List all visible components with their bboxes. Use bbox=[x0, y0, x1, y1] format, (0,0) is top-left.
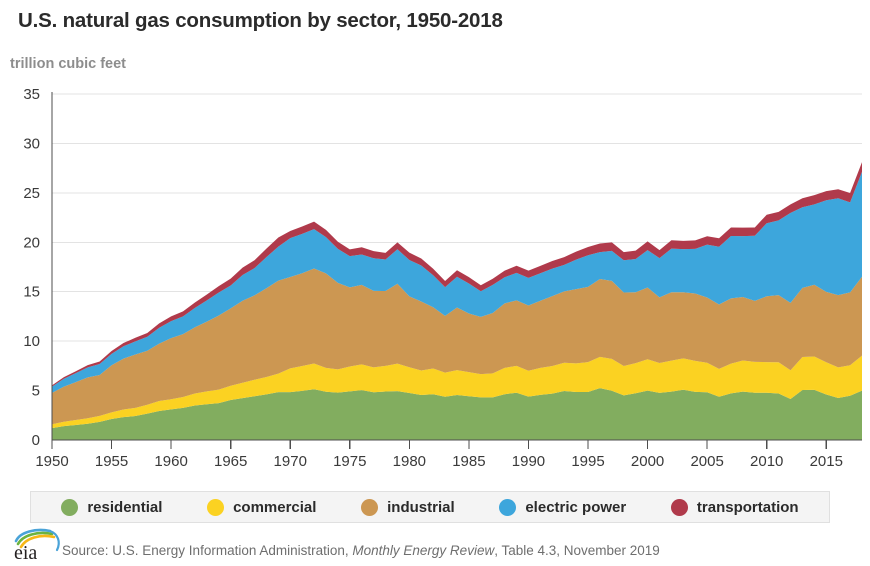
x-tick-label: 1975 bbox=[333, 453, 366, 470]
y-tick-label: 0 bbox=[32, 432, 40, 449]
circle-swatch-icon bbox=[61, 498, 79, 516]
x-tick-label: 1960 bbox=[154, 453, 187, 470]
source-publication: Monthly Energy Review bbox=[352, 543, 495, 558]
x-tick-label: 1970 bbox=[274, 453, 307, 470]
x-tick-label: 1965 bbox=[214, 453, 247, 470]
legend-item-residential[interactable]: residential bbox=[61, 498, 163, 516]
legend-item-commercial[interactable]: commercial bbox=[207, 498, 317, 516]
area-series-commercial bbox=[52, 355, 862, 429]
y-tick-label: 35 bbox=[23, 86, 40, 103]
y-tick-label: 25 bbox=[23, 185, 40, 202]
x-tick-label: 2000 bbox=[631, 453, 664, 470]
eia-logo-text: eia bbox=[14, 542, 37, 562]
x-tick-label: 2005 bbox=[690, 453, 723, 470]
eia-logo: eia bbox=[14, 528, 60, 562]
area-series-residential bbox=[52, 388, 862, 440]
x-tick-label: 2015 bbox=[810, 453, 843, 470]
legend-item-industrial[interactable]: industrial bbox=[361, 498, 455, 516]
x-tick-label: 1995 bbox=[571, 453, 604, 470]
legend-item-electric-power[interactable]: electric power bbox=[499, 498, 627, 516]
legend-label: electric power bbox=[525, 498, 627, 516]
chart-legend: residential commercial industrial electr… bbox=[30, 491, 830, 523]
circle-swatch-icon bbox=[499, 498, 517, 516]
y-tick-label: 5 bbox=[32, 383, 40, 400]
circle-swatch-icon bbox=[207, 498, 225, 516]
x-tick-label: 2010 bbox=[750, 453, 783, 470]
legend-label: transportation bbox=[696, 498, 799, 516]
y-tick-label: 30 bbox=[23, 135, 40, 152]
y-axis-unit-label: trillion cubic feet bbox=[10, 56, 127, 72]
legend-label: commercial bbox=[233, 498, 317, 516]
area-series-industrial bbox=[52, 268, 862, 425]
x-tick-label: 1985 bbox=[452, 453, 485, 470]
circle-swatch-icon bbox=[361, 498, 379, 516]
x-tick-label: 1980 bbox=[393, 453, 426, 470]
source-prefix: Source: U.S. Energy Information Administ… bbox=[62, 543, 353, 558]
source-note: Source: U.S. Energy Information Administ… bbox=[62, 543, 660, 558]
y-tick-label: 20 bbox=[23, 234, 40, 251]
source-suffix: , Table 4.3, November 2019 bbox=[494, 543, 660, 558]
x-tick-label: 1950 bbox=[35, 453, 68, 470]
area-series-transportation bbox=[52, 162, 862, 387]
x-tick-label: 1990 bbox=[512, 453, 545, 470]
circle-swatch-icon bbox=[670, 498, 688, 516]
page-title: U.S. natural gas consumption by sector, … bbox=[18, 9, 503, 32]
legend-item-transportation[interactable]: transportation bbox=[670, 498, 799, 516]
y-tick-label: 10 bbox=[23, 333, 40, 350]
area-series-electric-power bbox=[52, 171, 862, 393]
legend-label: industrial bbox=[387, 498, 455, 516]
legend-label: residential bbox=[87, 498, 163, 516]
x-tick-label: 1955 bbox=[95, 453, 128, 470]
y-tick-label: 15 bbox=[23, 284, 40, 301]
